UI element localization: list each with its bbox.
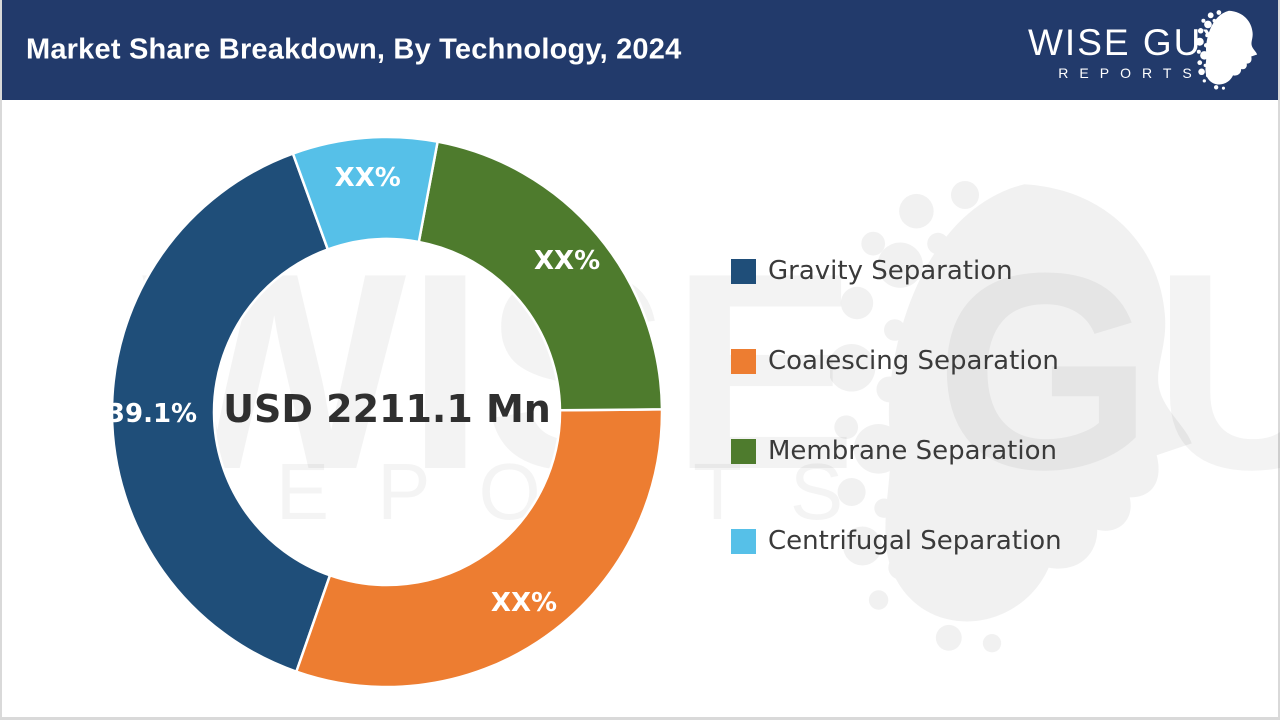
legend-swatch-1	[731, 348, 756, 374]
legend-item-1: Coalescing Separation	[731, 336, 1062, 386]
legend-label-0: Gravity Separation	[768, 256, 1013, 286]
donut-chart	[110, 135, 664, 689]
pie-segment-2	[417, 140, 664, 412]
chart-center-value: USD 2211.1 Mn	[223, 387, 551, 431]
legend-label-3: Centrifugal Separation	[768, 526, 1062, 556]
slice-label-2: XX%	[533, 246, 601, 276]
legend-label-2: Membrane Separation	[768, 436, 1057, 466]
slice-label-0: 39.1%	[106, 398, 198, 429]
logo-face-icon	[1196, 10, 1258, 90]
logo-wordmark: WISE GUY REPORTS	[1028, 24, 1229, 81]
logo-reports-text: REPORTS	[1058, 65, 1203, 81]
page-title: Market Share Breakdown, By Technology, 2…	[26, 33, 682, 66]
legend-swatch-3	[731, 528, 756, 554]
legend-swatch-0	[731, 258, 756, 284]
legend-label-1: Coalescing Separation	[768, 346, 1059, 376]
legend: Gravity Separation Coalescing Separation…	[731, 246, 1062, 606]
wiseguy-logo: WISE GUY REPORTS	[1010, 6, 1260, 94]
pie-segment-0	[110, 152, 332, 673]
legend-item-2: Membrane Separation	[731, 426, 1062, 476]
slice-label-3: XX%	[334, 162, 401, 193]
slice-label-1: XX%	[490, 587, 558, 618]
report-header: Market Share Breakdown, By Technology, 2…	[2, 0, 1278, 100]
legend-item-0: Gravity Separation	[731, 246, 1062, 296]
legend-item-3: Centrifugal Separation	[731, 516, 1062, 566]
legend-swatch-2	[731, 438, 756, 464]
pie-segment-1	[295, 408, 664, 689]
logo-wiseguy-text: WISE GUY	[1028, 22, 1230, 63]
pie-segment-3	[291, 135, 439, 251]
